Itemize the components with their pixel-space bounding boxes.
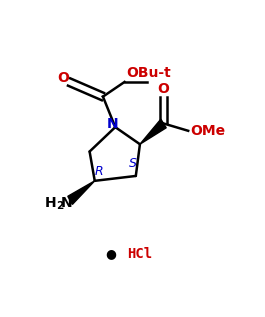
Text: O: O <box>158 82 170 96</box>
Polygon shape <box>68 181 95 204</box>
Text: O: O <box>58 71 69 85</box>
Text: H: H <box>45 196 56 210</box>
Text: R: R <box>95 165 103 178</box>
Text: S: S <box>129 157 137 170</box>
Text: ●: ● <box>106 248 117 261</box>
Text: HCl: HCl <box>128 247 153 261</box>
Polygon shape <box>140 119 166 144</box>
Text: OMe: OMe <box>190 124 225 138</box>
Text: N: N <box>60 196 72 210</box>
Text: 2: 2 <box>56 202 63 211</box>
Text: OBu-t: OBu-t <box>127 67 171 81</box>
Text: N: N <box>106 117 118 131</box>
